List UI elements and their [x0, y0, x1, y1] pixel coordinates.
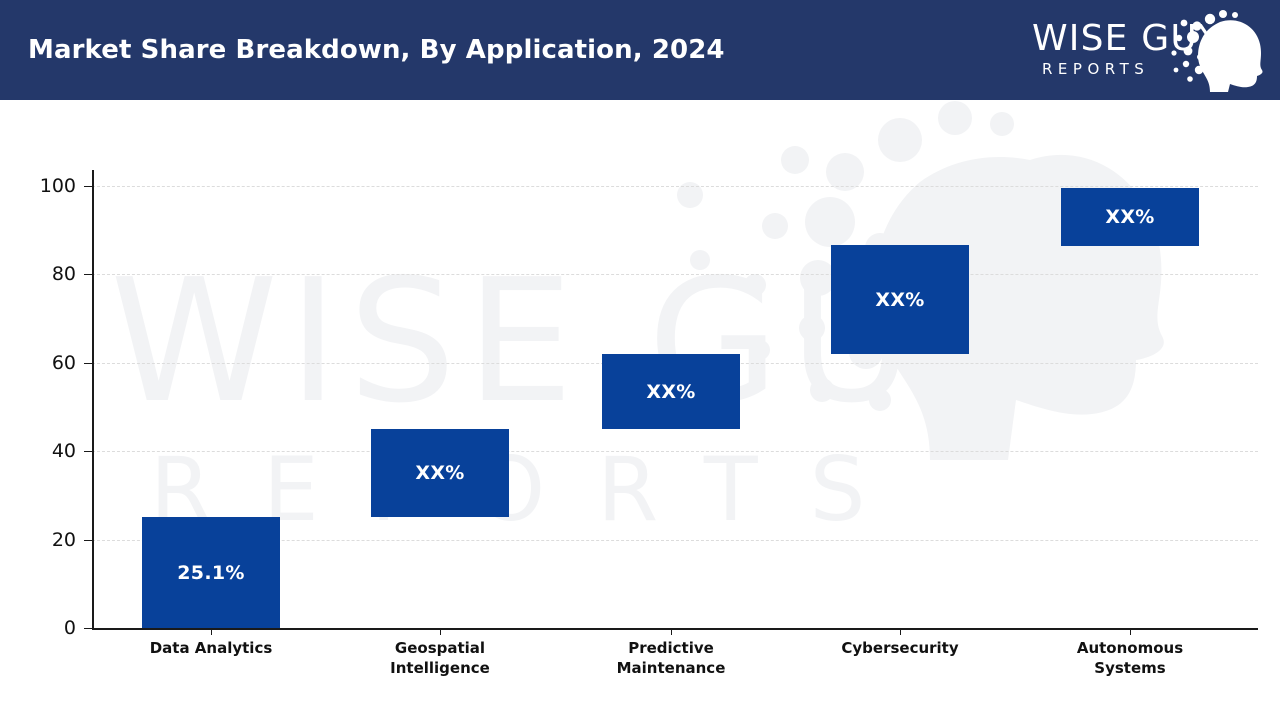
ytick-label-20: 20 [51, 528, 76, 551]
bar-cybersecurity[interactable]: XX% [831, 245, 969, 354]
xtick-label-autonomous-systems: Autonomous Systems [1076, 639, 1184, 677]
xtick-line2: Intelligence [390, 659, 490, 677]
bar-autonomous-systems[interactable]: XX% [1061, 188, 1199, 246]
xtick-line1: Predictive [628, 639, 714, 657]
xtick-label-predictive-maintenance: Predictive Maintenance [617, 638, 726, 678]
bar-geospatial-intelligence[interactable]: XX% [371, 429, 509, 517]
y-axis-spine [92, 170, 94, 628]
ytick-label-60: 60 [51, 351, 76, 374]
page-header: Market Share Breakdown, By Application, … [0, 0, 1280, 100]
x-axis-spine [92, 628, 1258, 630]
xtick-line2: Maintenance [616, 659, 726, 677]
xtick-label-data-analytics: Data Analytics [149, 639, 273, 657]
bar-label-autonomous-systems: XX% [1105, 206, 1155, 228]
xtick-label-geospatial-intelligence: Geospatial Intelligence [390, 638, 490, 678]
bar-label-cybersecurity: XX% [875, 288, 925, 311]
bar-predictive-maintenance[interactable]: XX% [602, 354, 740, 429]
ytick-label-80: 80 [51, 263, 76, 286]
gridline-20 [92, 539, 1258, 541]
bar-label-geospatial-intelligence: XX% [415, 462, 465, 484]
xtick-label-cybersecurity: Cybersecurity [841, 639, 959, 657]
brand-logo: WISE GUY REPORTS [1024, 6, 1272, 94]
gridline-100 [92, 186, 1258, 187]
bar-label-data-analytics: 25.1% [177, 561, 245, 584]
page-title: Market Share Breakdown, By Application, … [28, 35, 725, 65]
logo-secondary-text: REPORTS [1042, 60, 1149, 78]
wise-guy-head-icon [1171, 10, 1263, 92]
chart-panel: WISE GUY REPORTS [0, 100, 1280, 720]
gridline-40 [92, 451, 1258, 453]
bar-data-analytics[interactable]: 25.1% [142, 517, 280, 628]
ytick-label-100: 100 [39, 175, 76, 197]
xtick-line1: Geospatial [394, 639, 486, 657]
gridline-80 [92, 274, 1258, 276]
ytick-label-0: 0 [63, 617, 76, 639]
ytick-label-40: 40 [51, 440, 76, 463]
bar-label-predictive-maintenance: XX% [646, 380, 696, 403]
